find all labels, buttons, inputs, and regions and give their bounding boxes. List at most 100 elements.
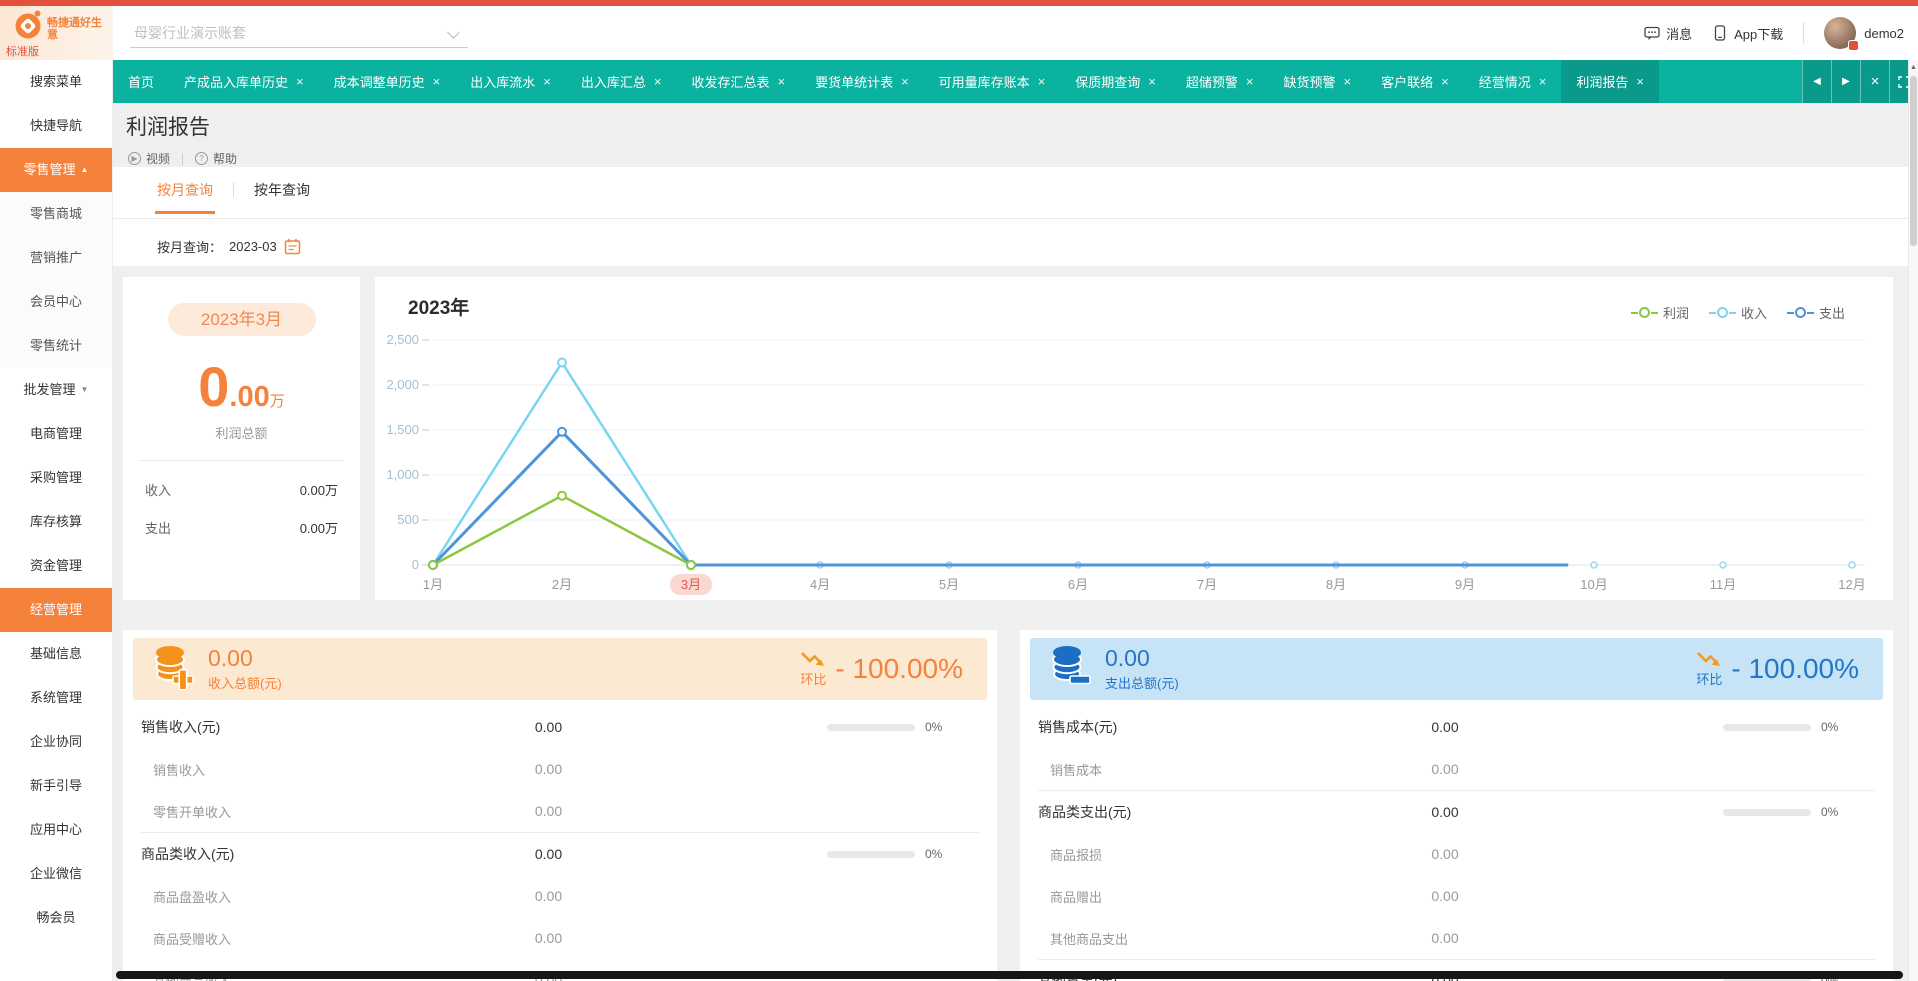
stat-row: 商品类收入(元) 0.00 0%	[141, 833, 979, 875]
sidebar-item-应用中心[interactable]: 应用中心	[0, 808, 112, 852]
stat-row-value: 0.00	[1431, 888, 1459, 904]
legend-item-利润[interactable]: 利润	[1630, 303, 1689, 322]
tab-成本调整单历史[interactable]: 成本调整单历史 ×	[319, 60, 456, 103]
tab-close-icon[interactable]: ×	[1636, 74, 1644, 89]
links-divider	[182, 152, 184, 165]
tab-超储预警[interactable]: 超储预警 ×	[1171, 60, 1269, 103]
tab-收发存汇总表[interactable]: 收发存汇总表 ×	[676, 60, 800, 103]
sidebar-item-系统管理[interactable]: 系统管理	[0, 676, 112, 720]
tab-产成品入库单历史[interactable]: 产成品入库单历史 ×	[169, 60, 319, 103]
tabs-scroll-right-button[interactable]: ▶	[1831, 60, 1860, 103]
stat-row: 销售收入(元) 0.00 0%	[141, 706, 979, 748]
account-select[interactable]: 母婴行业演示账套	[130, 18, 468, 48]
phone-icon	[1714, 25, 1726, 41]
tab-close-icon[interactable]: ×	[777, 74, 786, 89]
progress-percent: 0%	[1821, 720, 1839, 734]
sidebar-item-经营管理[interactable]: 经营管理	[0, 588, 112, 632]
tab-close-icon[interactable]: ×	[1538, 74, 1547, 89]
tab-客户联络[interactable]: 客户联络 ×	[1366, 60, 1464, 103]
tab-close-icon[interactable]: ×	[1441, 74, 1449, 89]
sidebar-item-企业协同[interactable]: 企业协同	[0, 720, 112, 764]
sidebar-item-企业微信[interactable]: 企业微信	[0, 852, 112, 896]
sidebar-item-label: 库存核算	[29, 514, 82, 529]
tab-close-icon[interactable]: ×	[653, 74, 662, 89]
sidebar-item-基础信息[interactable]: 基础信息	[0, 632, 112, 676]
tab-保质期查询[interactable]: 保质期查询 ×	[1060, 60, 1171, 103]
tab-query-by-year[interactable]: 按年查询	[254, 182, 310, 198]
app-download-button[interactable]: App下载	[1712, 24, 1783, 43]
logo[interactable]: 畅捷通好生意 标准版	[0, 6, 113, 60]
scrollbar-up-icon[interactable]: ▲	[1910, 64, 1917, 71]
user-menu[interactable]: demo2	[1824, 17, 1904, 51]
stat-row: 销售成本(元) 0.00 0%	[1038, 706, 1875, 748]
tab-首页[interactable]: 首页	[113, 60, 169, 103]
stat-row-meter: 0%	[1723, 805, 1845, 819]
legend-item-支出[interactable]: 支出	[1786, 303, 1845, 322]
stat-row: 销售收入 0.00	[141, 748, 979, 790]
sidebar-item-零售商城[interactable]: 零售商城	[0, 192, 112, 236]
tab-close-icon[interactable]: ×	[1037, 74, 1046, 89]
help-link[interactable]: ? 帮助	[195, 150, 237, 167]
sidebar-item-批发管理[interactable]: 批发管理 ▼	[0, 368, 112, 412]
sidebar-item-零售管理[interactable]: 零售管理 ▲	[0, 148, 112, 192]
profit-total-dec: .00	[229, 381, 270, 413]
calendar-icon[interactable]	[284, 238, 301, 255]
tab-close-icon[interactable]: ×	[1245, 74, 1254, 89]
sidebar-item-新手引导[interactable]: 新手引导	[0, 764, 112, 808]
stat-row-value: 0.00	[1431, 761, 1459, 777]
tab-经营情况[interactable]: 经营情况 ×	[1464, 60, 1562, 103]
progress-bar	[827, 723, 915, 731]
tab-出入库流水[interactable]: 出入库流水 ×	[455, 60, 566, 103]
profit-summary-card: 2023年3月 0.00万 利润总额 收入 0.00万 支出 0.00万	[123, 277, 360, 600]
tabs-scroll-left-button[interactable]: ◀	[1802, 60, 1831, 103]
sidebar-item-库存核算[interactable]: 库存核算	[0, 500, 112, 544]
summary-divider	[139, 460, 344, 461]
sidebar-item-采购管理[interactable]: 采购管理	[0, 456, 112, 500]
vertical-scrollbar-thumb[interactable]	[1910, 76, 1917, 246]
tab-close-icon[interactable]: ×	[1148, 74, 1156, 89]
caret-down-icon: ▼	[80, 385, 89, 394]
stat-row: 商品盘盈收入 0.00	[141, 875, 979, 917]
sidebar-item-电商管理[interactable]: 电商管理	[0, 412, 112, 456]
tab-label: 保质期查询	[1075, 75, 1141, 90]
sidebar-item-零售统计[interactable]: 零售统计	[0, 324, 112, 368]
profit-total: 0.00万	[123, 354, 360, 419]
tab-缺货预警[interactable]: 缺货预警 ×	[1269, 60, 1367, 103]
date-filter-value[interactable]: 2023-03	[229, 238, 277, 254]
vertical-scrollbar[interactable]: ▲	[1908, 60, 1918, 981]
tab-close-icon[interactable]: ×	[543, 74, 551, 89]
sidebar-item-资金管理[interactable]: 资金管理	[0, 544, 112, 588]
tab-利润报告[interactable]: 利润报告 ×	[1561, 60, 1659, 103]
help-icon: ?	[195, 152, 209, 165]
tab-close-icon[interactable]: ×	[432, 74, 441, 89]
legend-swatch-icon	[1786, 307, 1814, 318]
sidebar-item-label: 应用中心	[29, 822, 82, 837]
sidebar-item-会员中心[interactable]: 会员中心	[0, 280, 112, 324]
tab-query-by-month[interactable]: 按月查询	[155, 180, 215, 214]
tab-close-icon[interactable]: ×	[296, 74, 304, 89]
tab-出入库汇总[interactable]: 出入库汇总 ×	[566, 60, 677, 103]
caret-up-icon: ▲	[80, 165, 89, 174]
income-card-header: 0.00 收入总额(元) 环比 - 100.00%	[133, 638, 987, 700]
sidebar-item-label: 电商管理	[29, 426, 82, 441]
legend-item-收入[interactable]: 收入	[1708, 303, 1767, 322]
legend-swatch-icon	[1708, 307, 1736, 318]
tab-close-icon[interactable]: ×	[901, 74, 909, 89]
horizontal-scrollbar-thumb[interactable]	[116, 971, 1903, 979]
svg-text:12月: 12月	[1838, 577, 1865, 592]
row-divider	[1038, 790, 1875, 791]
sidebar-item-搜索菜单[interactable]: 搜索菜单	[0, 60, 112, 104]
legend-line	[1650, 311, 1658, 314]
tab-close-icon[interactable]: ×	[1343, 74, 1352, 89]
sidebar-item-快捷导航[interactable]: 快捷导航	[0, 104, 112, 148]
video-link[interactable]: ▶ 视频	[128, 150, 170, 167]
tab-要货单统计表[interactable]: 要货单统计表 ×	[800, 60, 924, 103]
tab-可用量库存账本[interactable]: 可用量库存账本 ×	[924, 60, 1061, 103]
sidebar-item-畅会员[interactable]: 畅会员	[0, 896, 112, 940]
messages-button[interactable]: 消息	[1644, 24, 1692, 43]
sidebar-item-营销推广[interactable]: 营销推广	[0, 236, 112, 280]
income-rows: 销售收入(元) 0.00 0% 销售收入 0.00 零售开单收入 0.00 商品类收入(元) 0…	[123, 700, 997, 981]
tabs-close-all-button[interactable]: ×	[1860, 60, 1889, 103]
stat-row-value: 0.00	[534, 888, 563, 904]
